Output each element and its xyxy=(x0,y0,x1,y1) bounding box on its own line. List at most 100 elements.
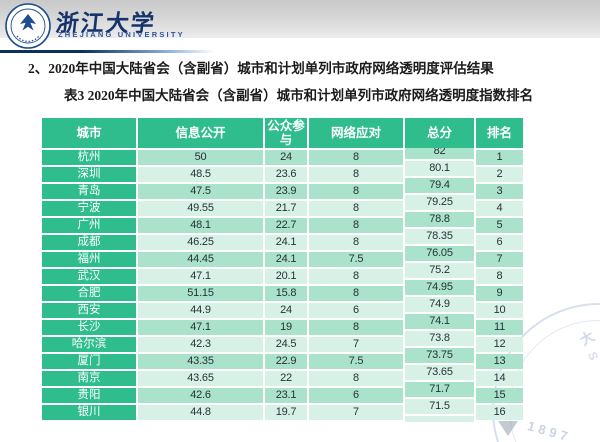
info-score-cell: 44.45 xyxy=(138,252,263,267)
col-header-response: 网络应对 xyxy=(309,118,403,148)
city-cell: 青岛 xyxy=(42,184,136,199)
response-score-cell: 8 xyxy=(309,184,403,199)
rank-cell: 1 xyxy=(476,150,523,165)
university-seal-icon xyxy=(5,3,51,49)
total-score-cell: 73.65 xyxy=(405,365,474,380)
participation-score-cell: 19 xyxy=(265,320,307,335)
city-cell: 合肥 xyxy=(42,286,136,301)
rank-cell: 6 xyxy=(476,235,523,250)
info-score-cell: 44.9 xyxy=(138,303,263,318)
city-cell: 哈尔滨 xyxy=(42,337,136,352)
rank-cell: 4 xyxy=(476,201,523,216)
total-score-cell: 73.75 xyxy=(405,348,474,363)
table-row: 武汉 47.1 20.1 8 8 xyxy=(42,269,523,284)
info-score-cell: 47.5 xyxy=(138,184,263,199)
table-body: 杭州 50 24 8 1 深圳 48.5 23.6 8 2 青岛 47.5 23.9 8 3 宁波 49.55 2… xyxy=(42,150,523,420)
col-header-rank: 排名 xyxy=(476,118,523,148)
participation-score-cell: 24.1 xyxy=(265,235,307,250)
university-name-en: ZHEJIANG UNIVERSITY xyxy=(58,30,185,39)
total-score-filler xyxy=(405,416,474,422)
participation-score-cell: 24.5 xyxy=(265,337,307,352)
response-score-cell: 8 xyxy=(309,286,403,301)
response-score-cell: 7.5 xyxy=(309,252,403,267)
table-row: 贵阳 42.6 23.1 6 15 xyxy=(42,388,523,403)
total-score-cell: 79.4 xyxy=(405,178,474,193)
transparency-ranking-table: 城市 信息公开 公众参与 网络应对 总分 排名 杭州 50 24 8 1 深圳 48.5 23… xyxy=(40,116,525,422)
participation-score-cell: 22.9 xyxy=(265,354,307,369)
city-cell: 福州 xyxy=(42,252,136,267)
city-cell: 武汉 xyxy=(42,269,136,284)
participation-score-cell: 24 xyxy=(265,303,307,318)
table-row: 福州 44.45 24.1 7.5 7 xyxy=(42,252,523,267)
participation-score-cell: 19.7 xyxy=(265,405,307,420)
city-cell: 贵阳 xyxy=(42,388,136,403)
rank-cell: 7 xyxy=(476,252,523,267)
total-score-cell: 75.2 xyxy=(405,263,474,278)
info-score-cell: 47.1 xyxy=(138,269,263,284)
info-score-cell: 50 xyxy=(138,150,263,165)
response-score-cell: 8 xyxy=(309,218,403,233)
response-score-cell: 6 xyxy=(309,388,403,403)
col-header-city: 城市 xyxy=(42,118,136,148)
response-score-cell: 8 xyxy=(309,201,403,216)
rank-cell: 9 xyxy=(476,286,523,301)
rank-cell: 5 xyxy=(476,218,523,233)
header-row: 城市 信息公开 公众参与 网络应对 总分 排名 xyxy=(42,118,523,148)
col-header-total: 总分 xyxy=(405,118,474,148)
city-cell: 长沙 xyxy=(42,320,136,335)
city-cell: 厦门 xyxy=(42,354,136,369)
response-score-cell: 8 xyxy=(309,235,403,250)
rank-cell: 16 xyxy=(476,405,523,420)
rank-cell: 14 xyxy=(476,371,523,386)
city-cell: 深圳 xyxy=(42,167,136,182)
total-score-cell: 79.25 xyxy=(405,195,474,210)
table-row: 西安 44.9 24 6 10 xyxy=(42,303,523,318)
table-row: 成都 46.25 24.1 8 6 xyxy=(42,235,523,250)
rank-cell: 11 xyxy=(476,320,523,335)
rank-cell: 13 xyxy=(476,354,523,369)
info-score-cell: 46.25 xyxy=(138,235,263,250)
response-score-cell: 8 xyxy=(309,269,403,284)
total-score-cell: 80.1 xyxy=(405,161,474,176)
info-score-cell: 42.3 xyxy=(138,337,263,352)
table-row: 哈尔滨 42.3 24.5 7 12 xyxy=(42,337,523,352)
total-score-cell: 73.8 xyxy=(405,331,474,346)
total-score-cell: 71.7 xyxy=(405,382,474,397)
rank-cell: 12 xyxy=(476,337,523,352)
eagle-emblem-icon xyxy=(20,14,36,31)
info-score-cell: 48.5 xyxy=(138,167,263,182)
response-score-cell: 7 xyxy=(309,337,403,352)
total-score-cell: 78.8 xyxy=(405,212,474,227)
city-cell: 西安 xyxy=(42,303,136,318)
rank-cell: 8 xyxy=(476,269,523,284)
city-cell: 银川 xyxy=(42,405,136,420)
response-score-cell: 6 xyxy=(309,303,403,318)
total-score-cell: 78.35 xyxy=(405,229,474,244)
response-score-cell: 8 xyxy=(309,150,403,165)
participation-score-cell: 22 xyxy=(265,371,307,386)
table-row: 厦门 43.35 22.9 7.5 13 xyxy=(42,354,523,369)
info-score-cell: 43.65 xyxy=(138,371,263,386)
rank-cell: 10 xyxy=(476,303,523,318)
table-row: 宁波 49.55 21.7 8 4 xyxy=(42,201,523,216)
info-score-cell: 42.6 xyxy=(138,388,263,403)
table-row: 广州 48.1 22.7 8 5 xyxy=(42,218,523,233)
participation-score-cell: 23.6 xyxy=(265,167,307,182)
total-score-cell: 74.95 xyxy=(405,280,474,295)
header-band xyxy=(0,0,600,38)
table-row: 长沙 47.1 19 8 11 xyxy=(42,320,523,335)
participation-score-cell: 21.7 xyxy=(265,201,307,216)
total-score-cell: 74.1 xyxy=(405,314,474,329)
total-score-column-overlay: 82 80.1 79.4 79.25 78.8 78.35 76.05 75.2 74.95 74… xyxy=(405,148,474,422)
slide-title: 2、2020年中国大陆省会（含副省）城市和计划单列市政府网络透明度评估结果 xyxy=(28,61,494,76)
participation-score-cell: 24.1 xyxy=(265,252,307,267)
table-row: 青岛 47.5 23.9 8 3 xyxy=(42,184,523,199)
participation-score-cell: 24 xyxy=(265,150,307,165)
participation-score-cell: 23.1 xyxy=(265,388,307,403)
rank-cell: 15 xyxy=(476,388,523,403)
participation-score-cell: 20.1 xyxy=(265,269,307,284)
total-score-cell: 76.05 xyxy=(405,246,474,261)
city-cell: 成都 xyxy=(42,235,136,250)
table-row: 银川 44.8 19.7 7 16 xyxy=(42,405,523,420)
info-score-cell: 47.1 xyxy=(138,320,263,335)
